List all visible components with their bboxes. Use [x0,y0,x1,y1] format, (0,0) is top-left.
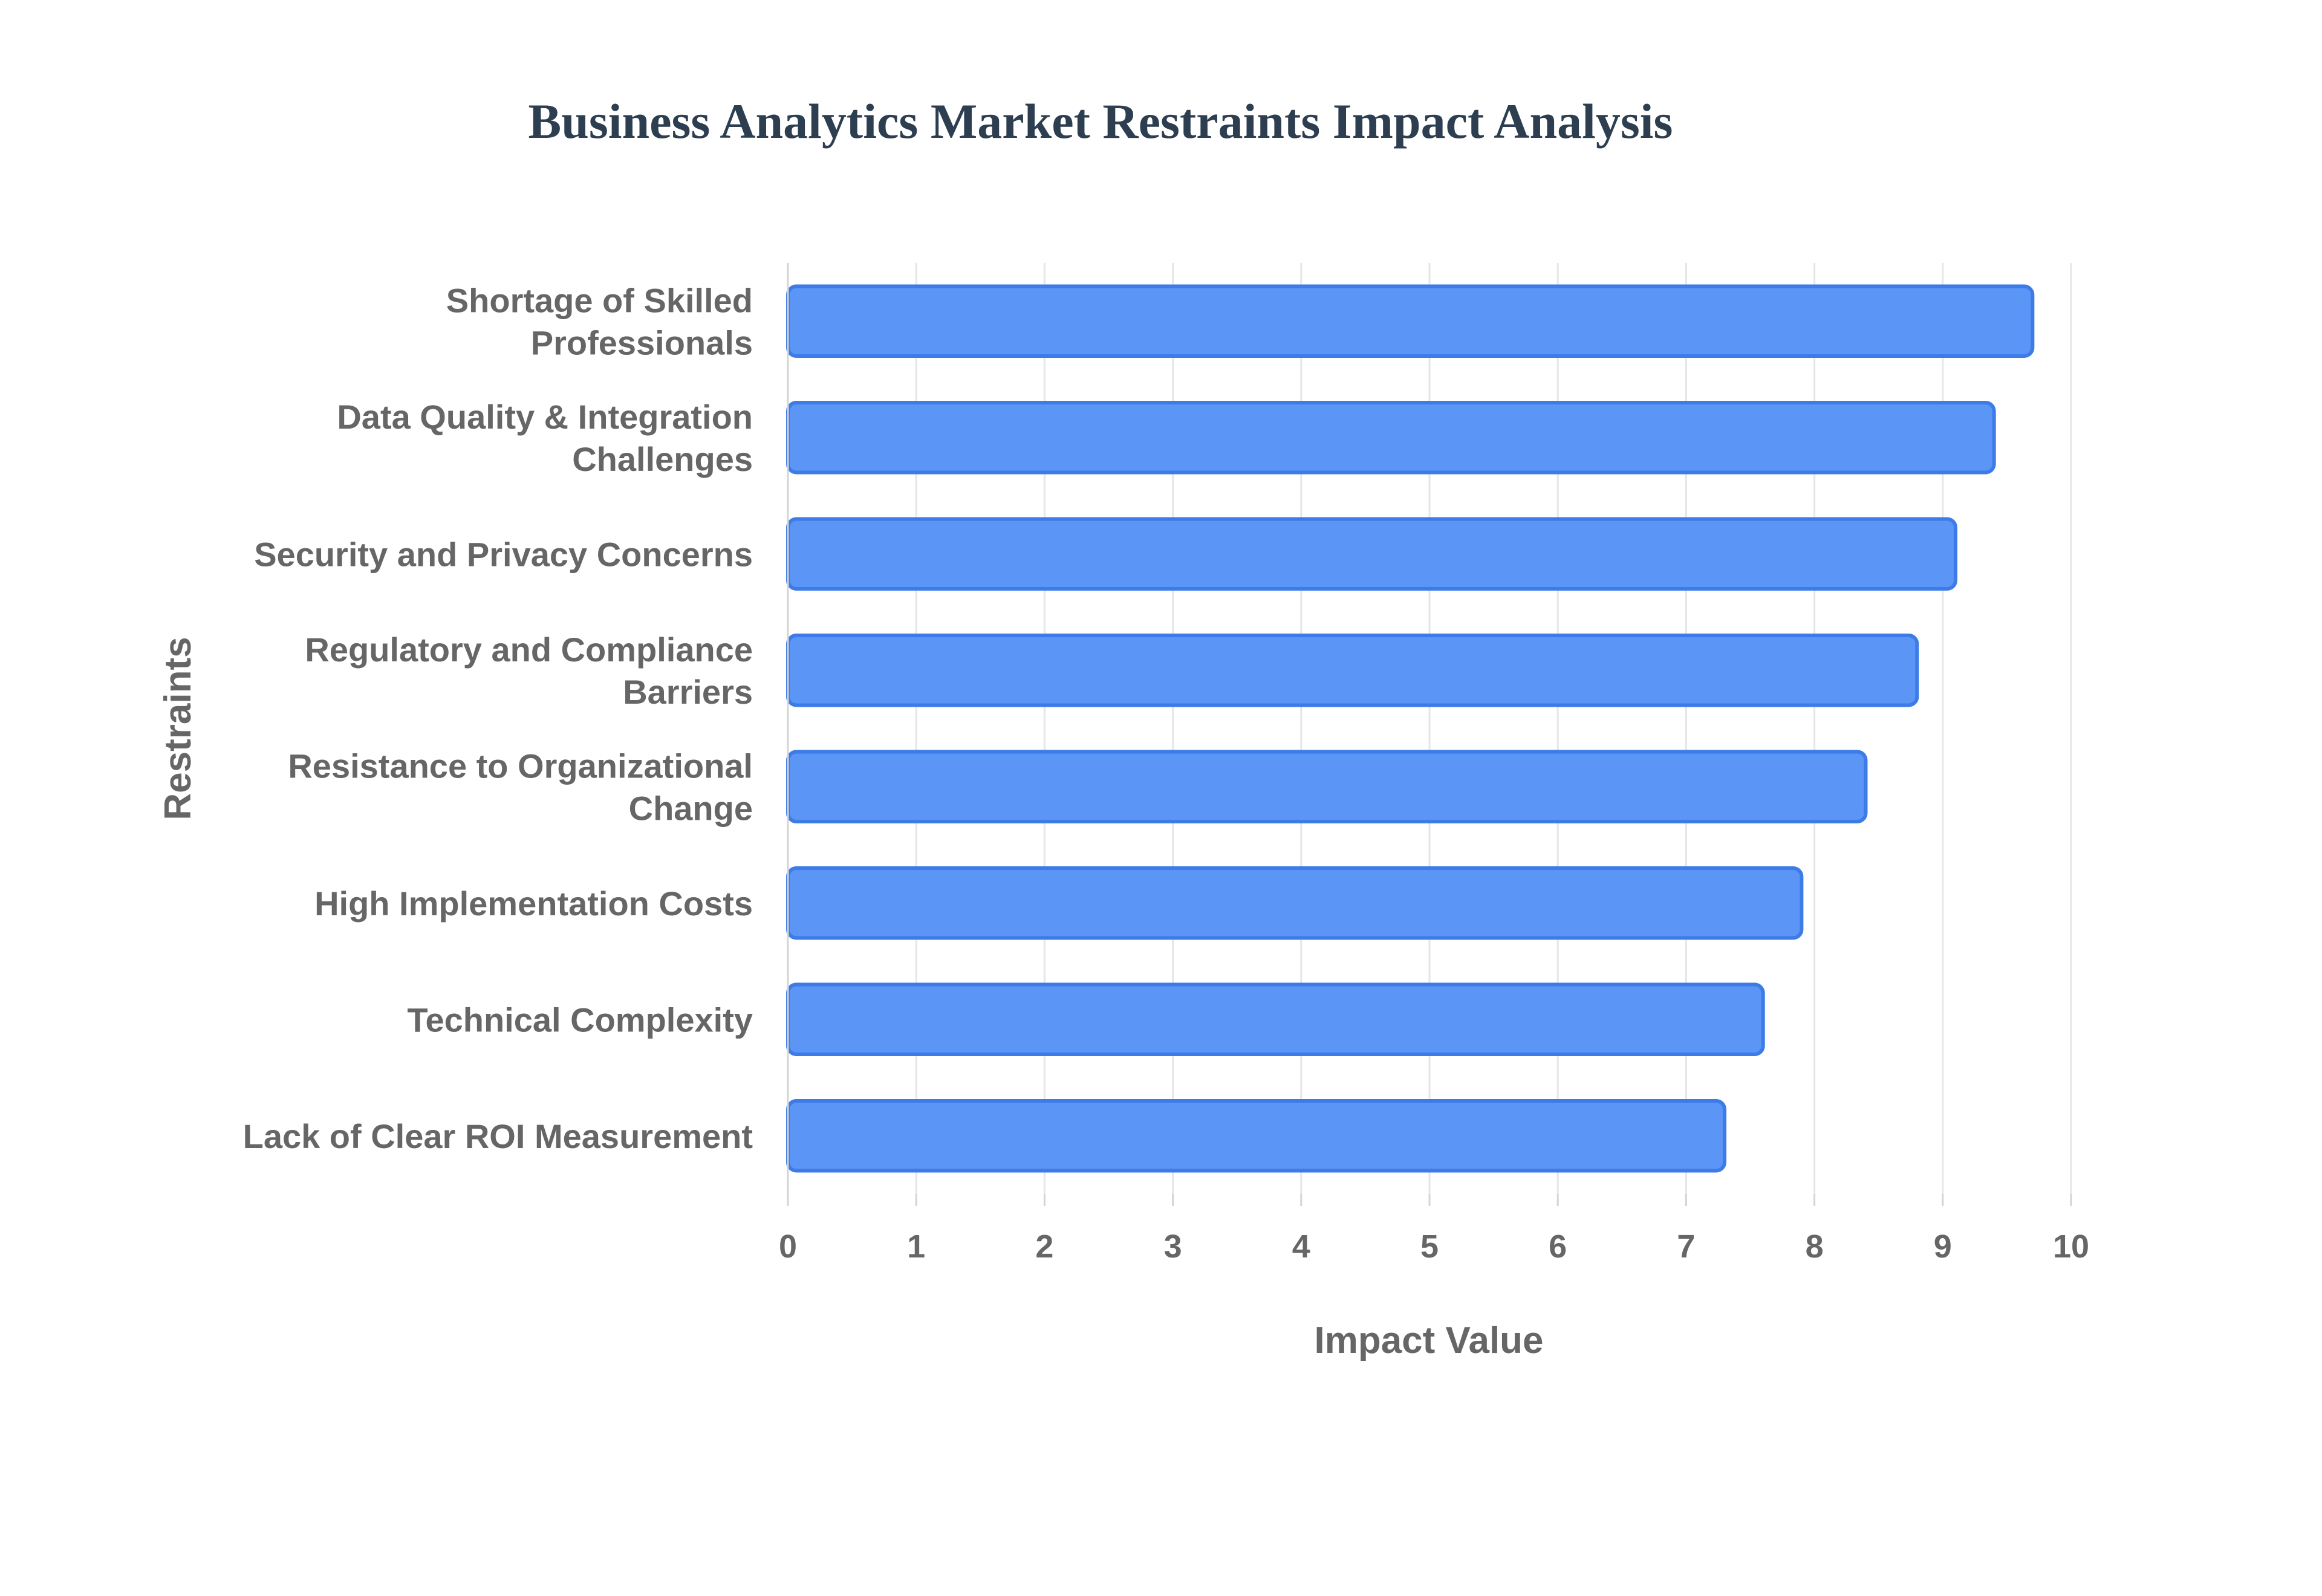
bar [786,750,1868,823]
bar [786,866,1804,940]
bar [786,284,2035,358]
x-axis: 0 1 2 3 4 5 6 7 8 9 10 [779,263,2089,1265]
bar [786,517,1958,591]
x-tick-label: 6 [1549,1228,1567,1265]
y-category-label: Lack of Clear ROI Measurement [243,1117,753,1155]
x-tick-label: 5 [1420,1228,1439,1265]
y-category-label: Technical Complexity [407,1001,753,1039]
bar [786,1099,1727,1173]
y-axis-category-labels: Shortage of Skilled Professionals Data Qua… [243,281,753,1155]
y-category-label: Shortage of Skilled [446,281,753,319]
y-category-label: Change [629,789,753,827]
bar [786,982,1765,1056]
bar [786,401,1996,475]
x-axis-title: Impact Value [1314,1320,1543,1361]
x-tick-label: 7 [1677,1228,1695,1265]
bar [786,634,1919,707]
y-category-label: Resistance to Organizational [288,747,753,785]
chart-title: Business Analytics Market Restraints Imp… [528,94,1673,149]
y-category-label: Barriers [623,673,753,711]
y-axis-title: Restraints [157,637,199,820]
x-tick-label: 8 [1806,1228,1824,1265]
x-tick-label: 3 [1164,1228,1182,1265]
y-category-label: Regulatory and Compliance [305,631,753,669]
y-category-label: Data Quality & Integration [337,398,753,436]
x-tick-label: 9 [1934,1228,1952,1265]
x-tick-label: 4 [1292,1228,1310,1265]
x-tick-label: 0 [779,1228,797,1265]
bars [786,284,2035,1173]
x-tick-label: 10 [2053,1228,2089,1265]
y-category-label: Security and Privacy Concerns [254,535,753,573]
y-category-label: High Implementation Costs [314,884,753,923]
y-category-label: Professionals [531,323,753,362]
x-tick-label: 1 [907,1228,925,1265]
x-tick-label: 2 [1035,1228,1053,1265]
y-category-label: Challenges [572,440,753,478]
